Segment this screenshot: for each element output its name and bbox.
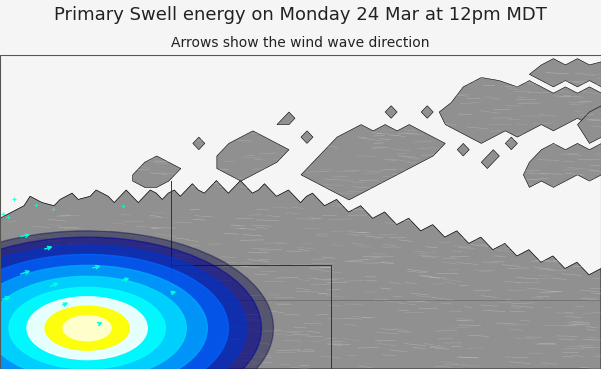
Circle shape [45,306,129,350]
Text: Arrows show the wind wave direction: Arrows show the wind wave direction [171,36,430,50]
Circle shape [0,265,207,369]
Circle shape [0,237,261,369]
Circle shape [0,245,246,369]
Text: Primary Swell energy on Monday 24 Mar at 12pm MDT: Primary Swell energy on Monday 24 Mar at… [54,6,547,24]
Circle shape [27,297,147,359]
Circle shape [0,276,186,369]
Circle shape [9,287,165,369]
Circle shape [0,231,273,369]
Circle shape [0,254,228,369]
Circle shape [63,315,111,341]
